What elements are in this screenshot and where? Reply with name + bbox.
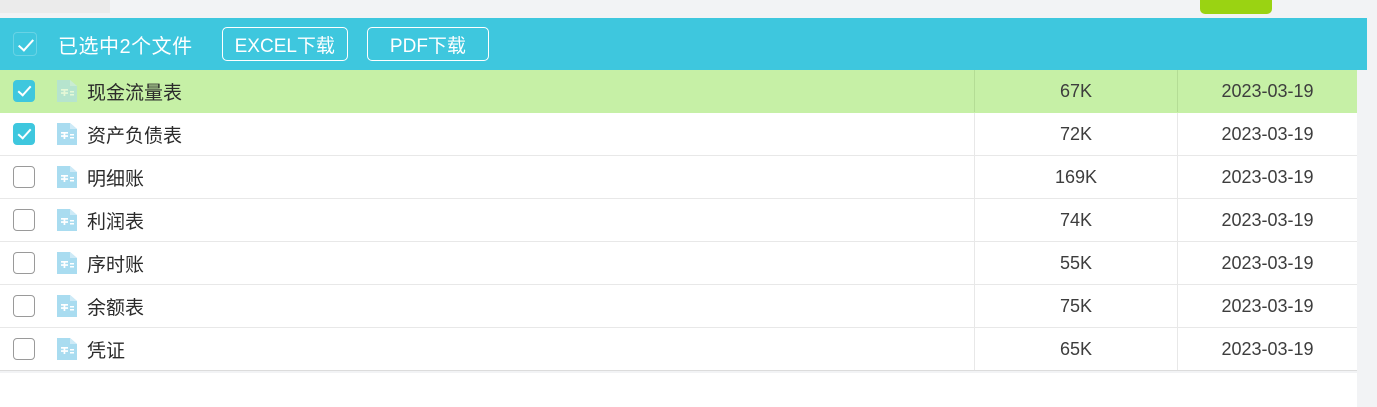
file-name-label: 序时账 — [87, 254, 145, 276]
file-size-cell: 75K — [974, 285, 1177, 327]
file-date-cell: 2023-03-19 — [1177, 156, 1357, 198]
selection-toolbar: 已选中2个文件 EXCEL下载 PDF下载 — [0, 18, 1367, 70]
spreadsheet-file-icon — [57, 80, 77, 102]
spreadsheet-file-icon — [57, 295, 77, 317]
file-name-cell: 利润表 — [0, 199, 974, 241]
selection-status-text: 已选中2个文件 — [58, 35, 193, 58]
row-checkbox[interactable] — [13, 295, 35, 317]
file-name-label: 凭证 — [87, 340, 126, 362]
file-size-cell: 55K — [974, 242, 1177, 284]
excel-download-button[interactable]: EXCEL下载 — [221, 27, 348, 61]
file-list-table: 现金流量表 67K 2023-03-19 资产负债表 72K 2023-03-19 明细账 1… — [0, 70, 1357, 371]
file-name-cell: 余额表 — [0, 285, 974, 327]
table-row[interactable]: 现金流量表 67K 2023-03-19 — [0, 70, 1357, 113]
table-row[interactable]: 余额表 75K 2023-03-19 — [0, 285, 1357, 328]
file-size-cell: 72K — [974, 113, 1177, 155]
spreadsheet-file-icon — [57, 252, 77, 274]
table-row[interactable]: 序时账 55K 2023-03-19 — [0, 242, 1357, 285]
top-strip-left-panel — [0, 0, 110, 13]
file-size-cell: 169K — [974, 156, 1177, 198]
row-checkbox[interactable] — [13, 209, 35, 231]
file-name-label: 现金流量表 — [87, 82, 183, 104]
file-date-cell: 2023-03-19 — [1177, 328, 1357, 370]
table-row[interactable]: 明细账 169K 2023-03-19 — [0, 156, 1357, 199]
file-name-cell: 资产负债表 — [0, 113, 974, 155]
file-size-cell: 74K — [974, 199, 1177, 241]
green-action-button-cropped[interactable] — [1200, 0, 1272, 14]
pdf-download-button[interactable]: PDF下载 — [366, 27, 489, 61]
row-checkbox[interactable] — [13, 166, 35, 188]
table-row[interactable]: 凭证 65K 2023-03-19 — [0, 328, 1357, 371]
file-name-label: 余额表 — [87, 297, 145, 319]
file-size-cell: 67K — [974, 70, 1177, 112]
row-checkbox[interactable] — [13, 338, 35, 360]
file-name-cell: 明细账 — [0, 156, 974, 198]
spreadsheet-file-icon — [57, 166, 77, 188]
row-checkbox[interactable] — [13, 252, 35, 274]
spreadsheet-file-icon — [57, 209, 77, 231]
table-bottom-filler — [0, 373, 1357, 407]
spreadsheet-file-icon — [57, 338, 77, 360]
file-size-cell: 65K — [974, 328, 1177, 370]
row-checkbox[interactable] — [13, 123, 35, 145]
file-date-cell: 2023-03-19 — [1177, 113, 1357, 155]
file-name-label: 资产负债表 — [87, 125, 183, 147]
file-date-cell: 2023-03-19 — [1177, 242, 1357, 284]
file-date-cell: 2023-03-19 — [1177, 199, 1357, 241]
page-top-strip — [0, 0, 1377, 18]
select-all-checkbox[interactable] — [13, 32, 37, 56]
file-date-cell: 2023-03-19 — [1177, 70, 1357, 112]
file-name-label: 明细账 — [87, 168, 145, 190]
file-name-cell: 凭证 — [0, 328, 974, 370]
table-row[interactable]: 资产负债表 72K 2023-03-19 — [0, 113, 1357, 156]
table-row[interactable]: 利润表 74K 2023-03-19 — [0, 199, 1357, 242]
file-name-label: 利润表 — [87, 211, 145, 233]
row-checkbox[interactable] — [13, 80, 35, 102]
file-name-cell: 现金流量表 — [0, 70, 974, 112]
file-name-cell: 序时账 — [0, 242, 974, 284]
file-date-cell: 2023-03-19 — [1177, 285, 1357, 327]
spreadsheet-file-icon — [57, 123, 77, 145]
